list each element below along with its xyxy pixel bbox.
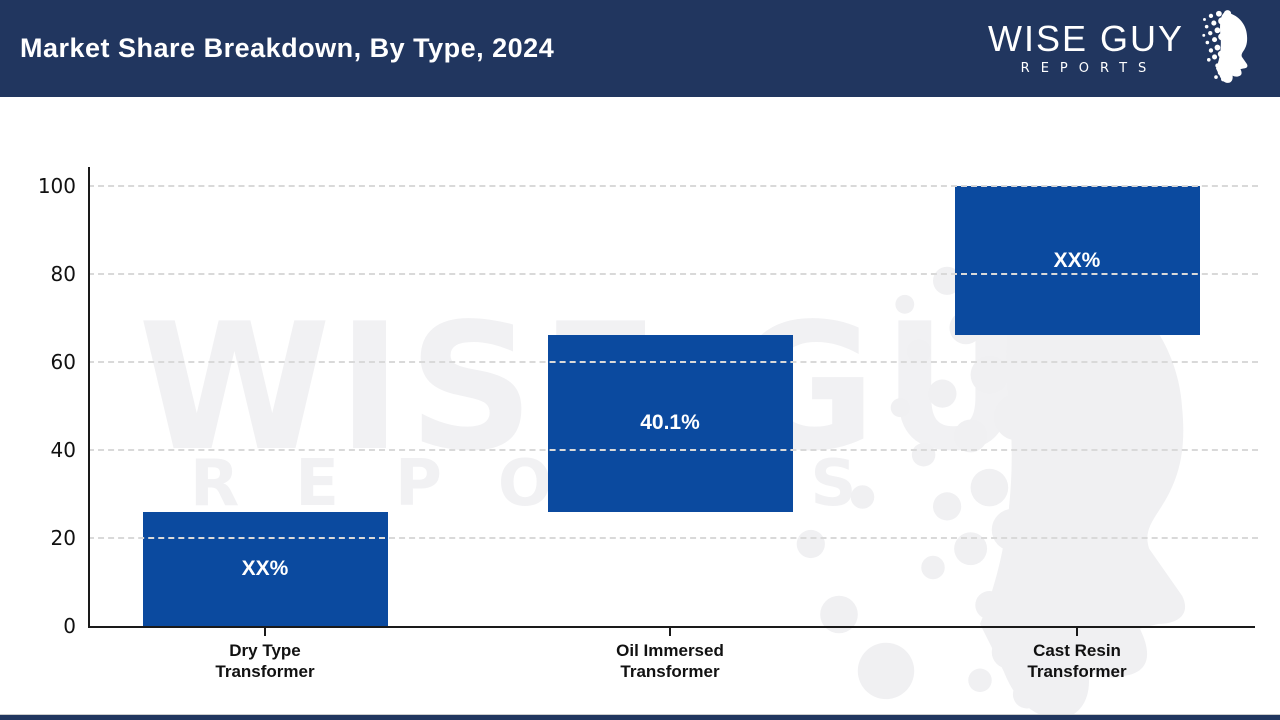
y-axis-tick-label: 80	[50, 262, 76, 286]
bar-value-label: XX%	[241, 556, 289, 580]
bar-segment: 40.1%	[547, 335, 793, 512]
page-title: Market Share Breakdown, By Type, 2024	[20, 33, 555, 63]
logo-face-icon	[1202, 9, 1248, 83]
y-axis-line	[88, 167, 90, 628]
x-axis-line	[88, 626, 1255, 628]
logo-wordmark: WISE GUY	[987, 18, 1184, 59]
gridline	[88, 361, 1258, 363]
x-axis-tick	[1076, 628, 1078, 636]
y-axis-tick-label: 0	[63, 614, 76, 638]
y-axis-tick-label: 40	[50, 438, 76, 462]
header: Market Share Breakdown, By Type, 2024 WI…	[0, 0, 1280, 97]
category-label: Oil Immersed Transformer	[616, 641, 724, 682]
gridline	[88, 273, 1258, 275]
bar-value-label: 40.1%	[640, 411, 700, 435]
bar-segment: XX%	[142, 511, 388, 626]
gridline	[88, 185, 1258, 187]
y-axis-tick-label: 100	[37, 174, 76, 198]
bottom-accent-bar	[0, 715, 1280, 720]
bottom-divider	[0, 714, 1280, 715]
category-label: Dry Type Transformer	[215, 641, 315, 682]
logo-subtitle: REPORTS	[1020, 61, 1158, 76]
bar-segment: XX%	[954, 186, 1200, 336]
gridline	[88, 449, 1258, 451]
category-label: Cast Resin Transformer	[1027, 641, 1127, 682]
x-axis-tick	[264, 628, 266, 636]
wise-guy-reports-logo: WISE GUY REPORTS	[988, 7, 1252, 91]
y-axis-tick-label: 60	[50, 350, 76, 374]
x-axis-tick	[669, 628, 671, 636]
y-axis-tick-label: 20	[50, 526, 76, 550]
gridline	[88, 537, 1258, 539]
bar-value-label: XX%	[1053, 248, 1101, 272]
watermark-face-icon	[796, 243, 1186, 719]
